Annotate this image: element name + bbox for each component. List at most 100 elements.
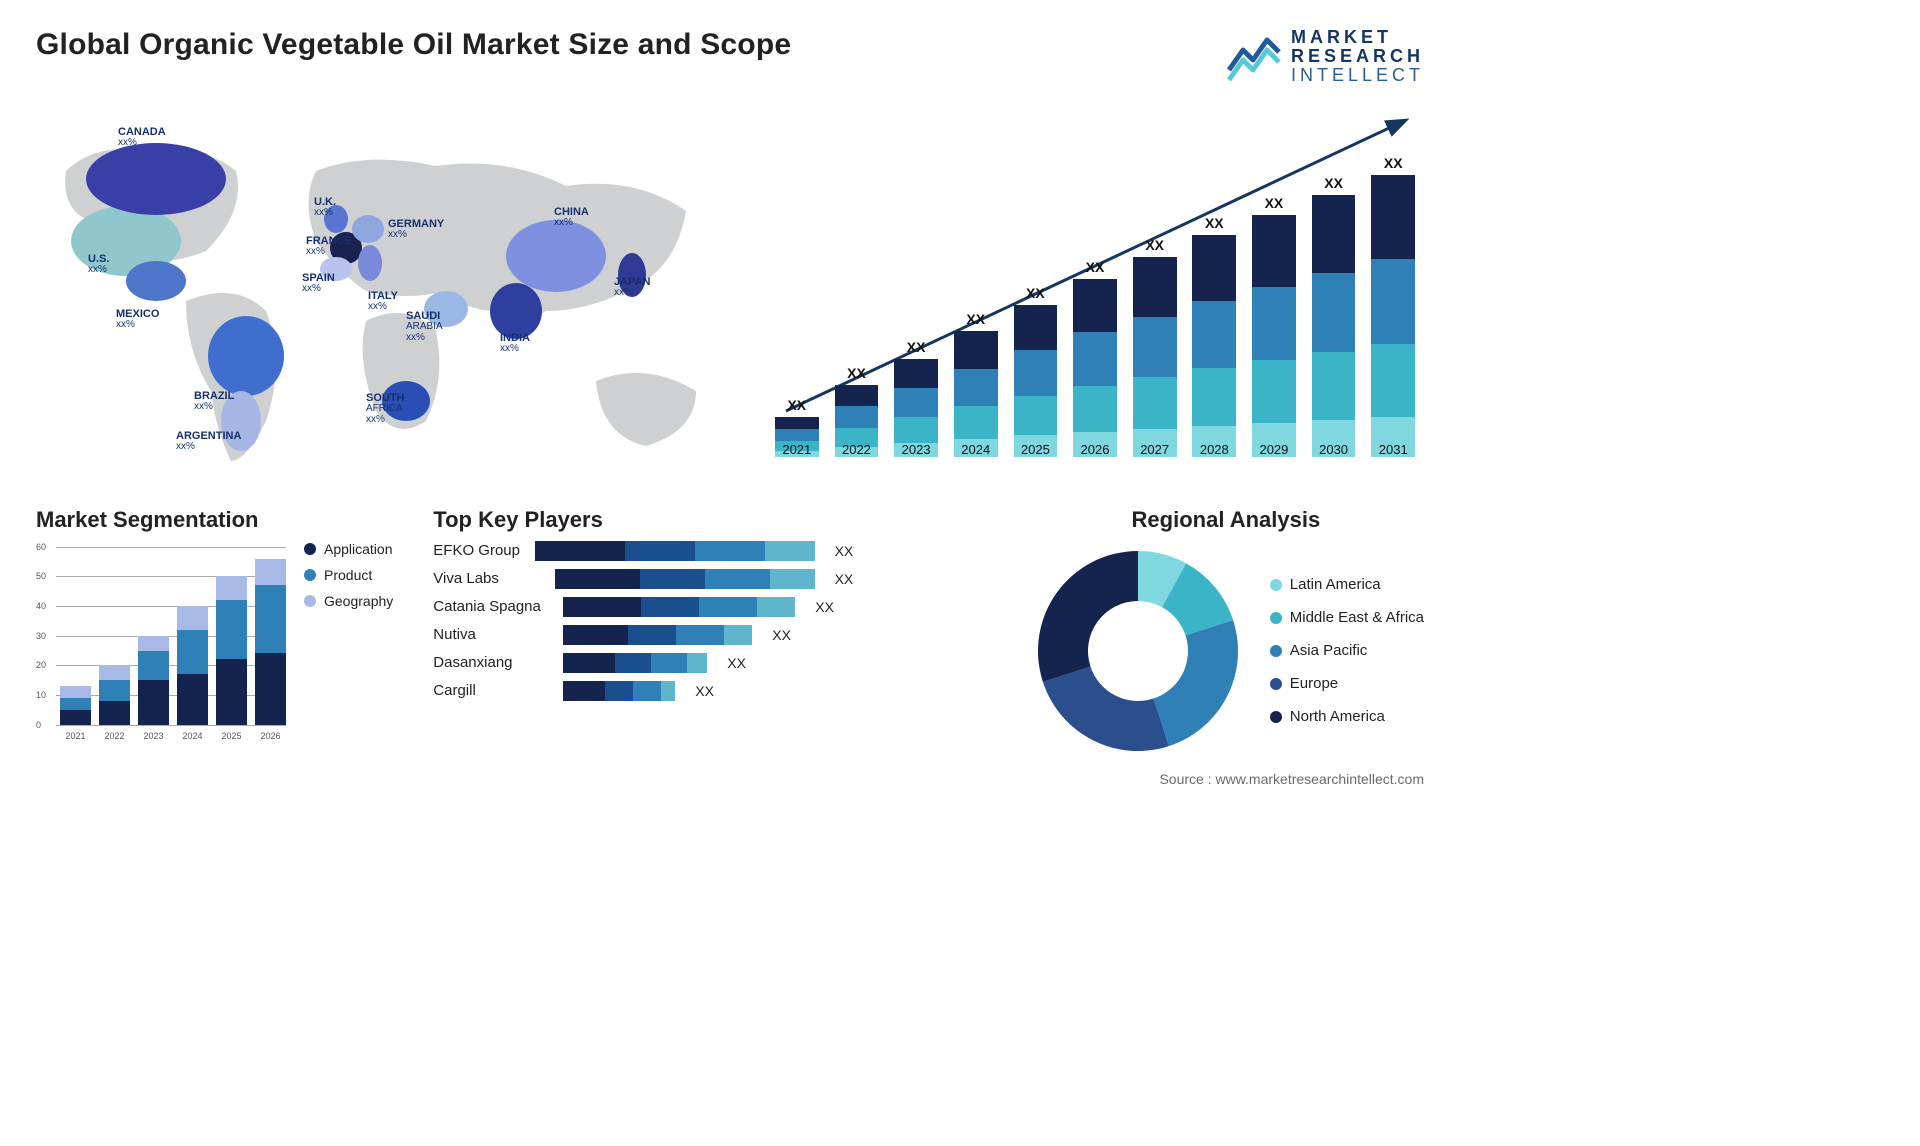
- segmentation-chart: 0102030405060 202120222023202420252026: [36, 541, 286, 741]
- growth-bar-2030: XX 2030: [1309, 175, 1359, 457]
- segmentation-bar-2024: [177, 606, 208, 725]
- growth-bar-2021: XX 2021: [772, 397, 822, 457]
- player-row-viva-labs: Viva Labs XX: [433, 569, 853, 589]
- growth-value-label: XX: [907, 339, 926, 355]
- map-label-canada: CANADAxx%: [118, 127, 166, 149]
- players-title: Top Key Players: [433, 507, 987, 533]
- player-value: XX: [835, 571, 854, 587]
- player-row-efko-group: EFKO GroupXX: [433, 541, 853, 561]
- growth-year-label: 2021: [782, 442, 811, 457]
- regional-title: Regional Analysis: [1028, 507, 1424, 533]
- map-label-japan: JAPANxx%: [614, 277, 650, 299]
- growth-bar-2028: XX 2028: [1189, 215, 1239, 457]
- growth-value-label: XX: [1145, 237, 1164, 253]
- growth-year-label: 2022: [842, 442, 871, 457]
- page-title: Global Organic Vegetable Oil Market Size…: [36, 28, 791, 62]
- player-row-nutiva: Nutiva XX: [433, 625, 853, 645]
- map-region-canada: [86, 143, 226, 215]
- map-label-us: U.S.xx%: [88, 254, 109, 276]
- logo-line1: MARKET: [1291, 28, 1424, 47]
- regional-donut: [1028, 541, 1248, 761]
- donut-slice-asia-pacific: [1153, 620, 1238, 746]
- source-credit: Source : www.marketresearchintellect.com: [36, 771, 1424, 787]
- brand-logo: MARKET RESEARCH INTELLECT: [1227, 28, 1424, 85]
- segmentation-legend: Application Product Geography: [304, 541, 393, 609]
- map-region-mexico: [126, 261, 186, 301]
- growth-value-label: XX: [1265, 195, 1284, 211]
- map-label-brazil: BRAZILxx%: [194, 391, 234, 413]
- player-name: Viva Labs: [433, 570, 544, 587]
- map-label-saudi: SAUDIARABIAxx%: [406, 311, 443, 344]
- map-label-argentina: ARGENTINAxx%: [176, 431, 241, 453]
- segmentation-bar-2025: [216, 576, 247, 724]
- growth-bar-2025: XX2025: [1011, 285, 1061, 457]
- player-name: Dasanxiang: [433, 654, 553, 671]
- map-label-south: SOUTHAFRICAxx%: [366, 393, 405, 426]
- map-label-india: INDIAxx%: [500, 333, 530, 355]
- growth-value-label: XX: [1384, 155, 1403, 171]
- regional-legend-item: Latin America: [1270, 576, 1424, 593]
- player-value: XX: [727, 655, 746, 671]
- growth-year-label: 2031: [1379, 442, 1408, 457]
- growth-value-label: XX: [966, 311, 985, 327]
- player-name: EFKO Group: [433, 542, 524, 559]
- map-region-italy: [358, 245, 382, 281]
- growth-bar-2029: XX 2029: [1249, 195, 1299, 457]
- map-region-china: [506, 220, 606, 292]
- growth-bar-2027: XX 2027: [1130, 237, 1180, 457]
- map-region-brazil: [208, 316, 284, 396]
- growth-value-label: XX: [787, 397, 806, 413]
- regional-legend-item: Asia Pacific: [1270, 642, 1424, 659]
- map-label-mexico: MEXICOxx%: [116, 309, 159, 331]
- growth-value-label: XX: [1026, 285, 1045, 301]
- player-row-catania-spagna: Catania Spagna XX: [433, 597, 853, 617]
- segmentation-legend-item: Geography: [304, 593, 393, 609]
- world-map: CANADAxx% U.S.xx% MEXICOxx% BRAZILxx% ARGENT…: [36, 101, 736, 481]
- player-name: Nutiva: [433, 626, 553, 643]
- map-region-india: [490, 283, 542, 339]
- regional-legend-item: Middle East & Africa: [1270, 609, 1424, 626]
- growth-bar-2024: XX2024: [951, 311, 1001, 457]
- growth-year-label: 2027: [1140, 442, 1169, 457]
- map-label-france: FRANCExx%: [306, 236, 352, 258]
- regional-legend: Latin America Middle East & Africa Asia Pa…: [1270, 576, 1424, 725]
- regional-legend-item: North America: [1270, 708, 1424, 725]
- player-row-cargill: Cargill XX: [433, 681, 853, 701]
- segmentation-title: Market Segmentation: [36, 507, 393, 533]
- growth-bar-2031: XX 2031: [1368, 155, 1418, 457]
- growth-year-label: 2029: [1259, 442, 1288, 457]
- growth-value-label: XX: [1324, 175, 1343, 191]
- growth-year-label: 2030: [1319, 442, 1348, 457]
- player-row-dasanxiang: Dasanxiang XX: [433, 653, 853, 673]
- segmentation-legend-item: Product: [304, 567, 393, 583]
- donut-slice-europe: [1043, 666, 1169, 751]
- regional-legend-item: Europe: [1270, 675, 1424, 692]
- growth-year-label: 2026: [1081, 442, 1110, 457]
- segmentation-block: Market Segmentation 0102030405060 202120…: [36, 507, 393, 741]
- player-value: XX: [772, 627, 791, 643]
- logo-mark-icon: [1227, 30, 1281, 82]
- growth-value-label: XX: [847, 365, 866, 381]
- segmentation-bar-2022: [99, 665, 130, 724]
- logo-line2: RESEARCH: [1291, 47, 1424, 66]
- growth-bar-2026: XX2026: [1070, 259, 1120, 457]
- growth-year-label: 2028: [1200, 442, 1229, 457]
- segmentation-bar-2021: [60, 686, 91, 725]
- growth-value-label: XX: [1205, 215, 1224, 231]
- growth-year-label: 2023: [902, 442, 931, 457]
- growth-bar-2022: XX 2022: [832, 365, 882, 457]
- player-value: XX: [815, 599, 834, 615]
- player-value: XX: [695, 683, 714, 699]
- map-label-uk: U.K.xx%: [314, 197, 336, 219]
- player-name: Catania Spagna: [433, 598, 553, 615]
- regional-block: Regional Analysis Latin America Middle Ea…: [1028, 507, 1424, 761]
- segmentation-bar-2026: [255, 559, 286, 725]
- player-name: Cargill: [433, 682, 553, 699]
- segmentation-legend-item: Application: [304, 541, 393, 557]
- logo-line3: INTELLECT: [1291, 66, 1424, 85]
- map-label-spain: SPAINxx%: [302, 273, 335, 295]
- growth-chart: XX2021XX2022XX2023XX2024XX2025XX2026XX20…: [766, 101, 1424, 481]
- map-label-china: CHINAxx%: [554, 207, 589, 229]
- donut-slice-north-america: [1038, 551, 1138, 682]
- growth-bar-2023: XX 2023: [891, 339, 941, 457]
